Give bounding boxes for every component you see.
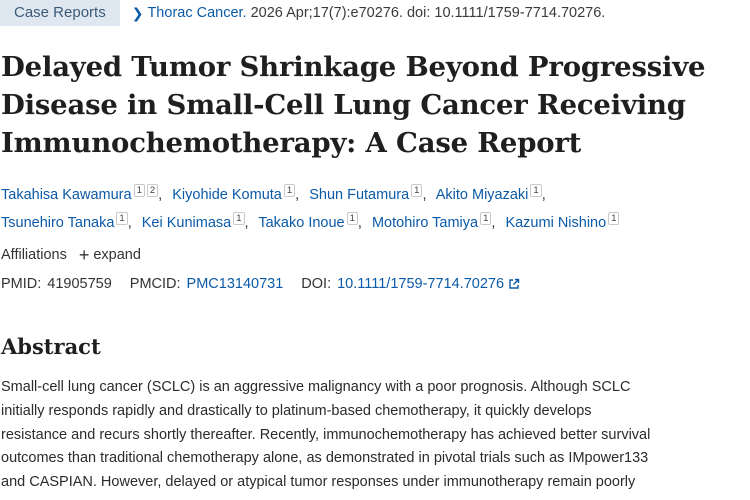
author-link[interactable]: Motohiro Tamiya (371, 215, 479, 231)
affiliation-ref[interactable]: 1 (530, 184, 542, 197)
author-link[interactable]: Tsunehiro Tanaka (1, 215, 115, 231)
abstract-line: and CASPIAN. However, delayed or atypica… (1, 474, 636, 491)
article-type-badge[interactable]: Case Reports (0, 0, 120, 26)
abstract-line: outcomes than traditional chemotherapy a… (1, 450, 649, 467)
pmid-label: PMID: (1, 276, 42, 292)
pmid-value: 41905759 (47, 276, 112, 292)
author-link[interactable]: Kiyohide Komuta (172, 187, 282, 203)
expand-affiliations-toggle[interactable]: expand (93, 247, 141, 263)
identifiers-row: PMID: 41905759 PMCID: PMC13140731 DOI: 1… (1, 276, 520, 292)
article-title: Delayed Tumor Shrinkage Beyond Progressi… (1, 48, 706, 162)
author-link[interactable]: Kei Kunimasa (141, 215, 232, 231)
doi-link[interactable]: 10.1111/1759-7714.70276 (337, 276, 505, 292)
affiliation-ref[interactable]: 1 (608, 212, 620, 225)
abstract-line: resistance and recurs shortly thereafter… (1, 426, 651, 443)
author-list: Takahisa Kawamura 1 2, Kiyohide Komuta 1, S… (1, 181, 749, 237)
author-link[interactable]: Akito Miyazaki (435, 187, 529, 203)
article-header-bar: Case Reports ❯ Thorac Cancer. 2026 Apr;1… (0, 0, 605, 26)
author-link[interactable]: Takako Inoue (258, 215, 345, 231)
external-link-icon[interactable] (508, 278, 520, 290)
plus-icon[interactable]: + (78, 245, 90, 265)
abstract-heading: Abstract (1, 334, 101, 359)
pmcid-link[interactable]: PMC13140731 (186, 276, 284, 292)
author-link[interactable]: Kazumi Nishino (505, 215, 607, 231)
journal-link[interactable]: Thorac Cancer. (147, 5, 247, 21)
abstract-line: Small-cell lung cancer (SCLC) is an aggr… (1, 379, 631, 395)
journal-citation: ❯ Thorac Cancer. 2026 Apr;17(7):e70276. … (132, 5, 606, 22)
abstract-text: Small-cell lung cancer (SCLC) is an aggr… (1, 376, 749, 495)
affiliation-ref[interactable]: 1 (346, 212, 358, 225)
author-line: Takahisa Kawamura 1 2, Kiyohide Komuta 1, S… (1, 184, 546, 203)
affiliation-ref[interactable]: 1 (233, 212, 245, 225)
title-line: Immunochemotherapy: A Case Report (1, 127, 582, 159)
chevron-right-icon: ❯ (131, 4, 144, 21)
affiliation-ref[interactable]: 2 (146, 184, 159, 197)
affiliation-ref[interactable]: 1 (411, 184, 423, 197)
affiliation-ref[interactable]: 1 (133, 184, 145, 197)
citation-text: 2026 Apr;17(7):e70276. doi: 10.1111/1759… (250, 5, 606, 21)
doi-label: DOI: (301, 276, 332, 292)
abstract-line: initially responds rapidly and drastical… (1, 402, 592, 419)
title-line: Delayed Tumor Shrinkage Beyond Progressi… (1, 51, 706, 83)
pmcid-label: PMCID: (129, 276, 181, 292)
affiliations-label: Affiliations (1, 247, 67, 263)
author-link[interactable]: Takahisa Kawamura (1, 187, 132, 203)
title-line: Disease in Small-Cell Lung Cancer Receiv… (1, 89, 686, 121)
affiliation-ref[interactable]: 1 (480, 212, 492, 225)
author-link[interactable]: Shun Futamura (309, 187, 410, 203)
affiliations-row: Affiliations + expand (1, 245, 141, 265)
affiliation-ref[interactable]: 1 (116, 212, 128, 225)
affiliation-ref[interactable]: 1 (283, 184, 296, 197)
author-line: Tsunehiro Tanaka 1, Kei Kunimasa 1, Takako… (1, 209, 749, 237)
